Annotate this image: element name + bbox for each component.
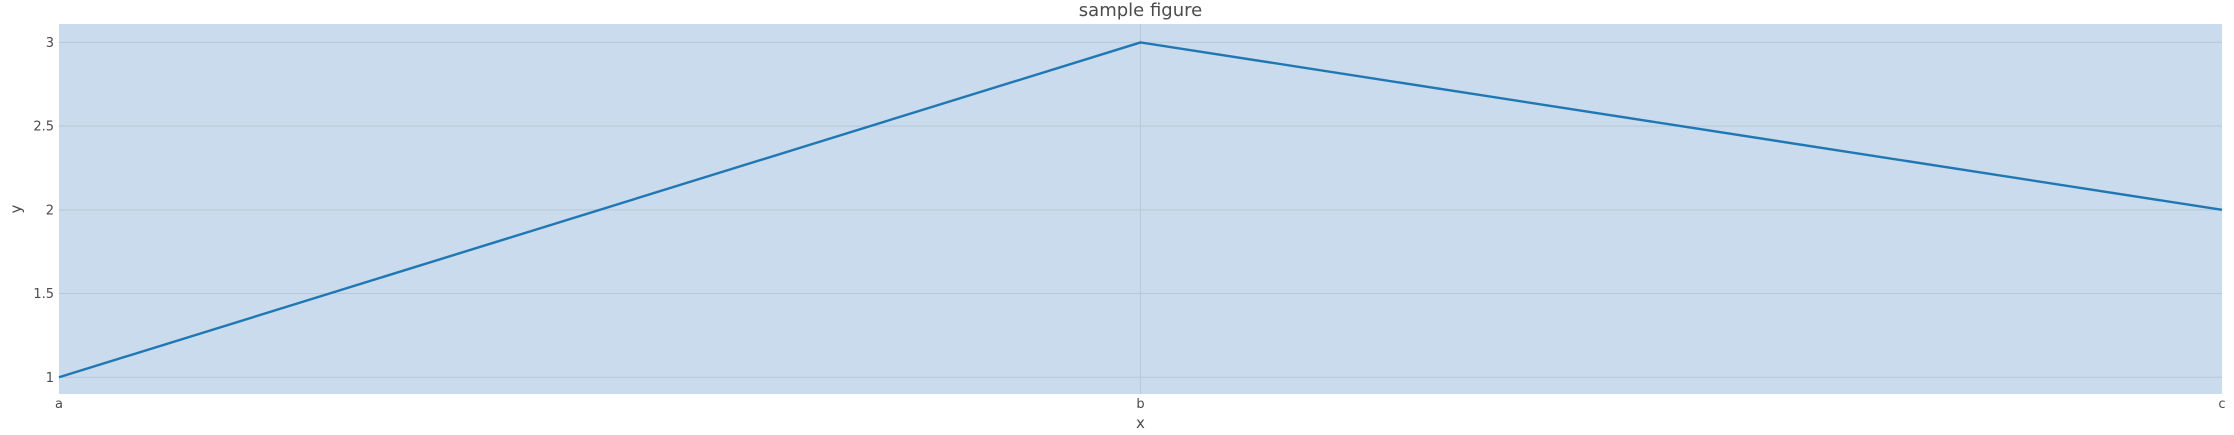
y-tick-label: 1.5 [33, 287, 54, 302]
x-tick-label: c [2218, 397, 2225, 412]
chart-title: sample figure [1078, 0, 1203, 21]
y-tick-label: 3 [46, 36, 54, 51]
y-axis-title: y [7, 204, 25, 214]
x-tick-label: a [55, 397, 63, 412]
data-line-series [58, 41, 2223, 379]
x-axis-title: x [1136, 414, 1145, 432]
y-tick-label: 2 [46, 203, 54, 218]
y-tick-label: 1 [46, 371, 54, 386]
x-tick-label: b [1136, 397, 1144, 412]
y-tick-label: 2.5 [33, 120, 54, 135]
